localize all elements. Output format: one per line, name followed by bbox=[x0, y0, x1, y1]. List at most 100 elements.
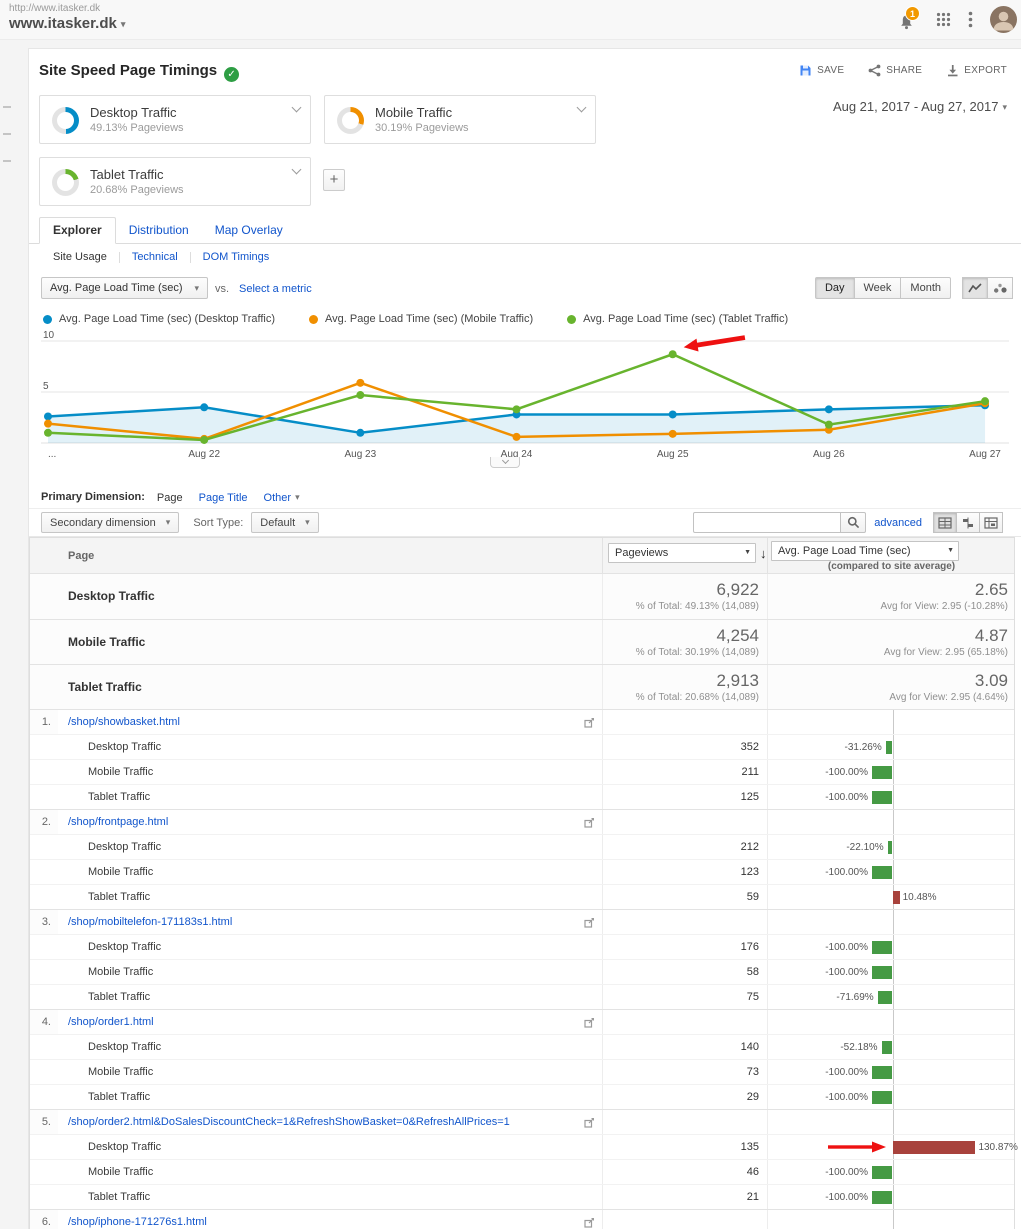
metric-column-selector[interactable]: Avg. Page Load Time (sec) ▼ bbox=[771, 541, 959, 561]
comparison-cell: -100.00% bbox=[767, 1160, 1016, 1184]
granularity-month[interactable]: Month bbox=[900, 277, 951, 299]
sidebar-mini-item[interactable] bbox=[3, 106, 11, 108]
primary-dimension-page[interactable]: Page bbox=[157, 492, 183, 504]
open-in-new-icon[interactable] bbox=[584, 717, 595, 728]
segment-name: Desktop Traffic bbox=[88, 741, 162, 753]
timeseries-chart[interactable]: 5 10... Aug 22 Aug 23 Aug 24 Aug 25 Aug 26 Aug … bbox=[35, 329, 1015, 471]
segment-row: Tablet Traffic 29 -100.00% bbox=[30, 1084, 1014, 1109]
share-button[interactable]: SHARE bbox=[868, 64, 922, 77]
comparison-cell: -100.00% bbox=[767, 760, 1016, 784]
svg-text:Aug 26: Aug 26 bbox=[813, 449, 845, 460]
tab-distribution[interactable]: Distribution bbox=[128, 223, 189, 237]
page-link[interactable]: /shop/frontpage.html bbox=[68, 816, 169, 828]
table-search-input[interactable] bbox=[693, 512, 842, 533]
legend-dot bbox=[43, 314, 52, 324]
chevron-down-icon[interactable] bbox=[291, 164, 302, 175]
line-chart-view-button[interactable] bbox=[962, 277, 988, 299]
advanced-search-link[interactable]: advanced bbox=[874, 516, 922, 529]
pageviews-value: 211 bbox=[602, 760, 767, 784]
sidebar-mini-item[interactable] bbox=[3, 133, 11, 135]
comparison-axis bbox=[893, 1160, 894, 1184]
segment-name: Desktop Traffic bbox=[88, 841, 162, 853]
select-metric-link[interactable]: Select a metric bbox=[239, 283, 312, 295]
data-table-view-button[interactable] bbox=[933, 512, 957, 533]
granularity-week[interactable]: Week bbox=[853, 277, 902, 299]
open-in-new-icon[interactable] bbox=[584, 1217, 595, 1228]
pageviews-column-selector[interactable]: Pageviews ▼ bbox=[608, 543, 756, 563]
segment-row: Tablet Traffic 59 10.48% bbox=[30, 884, 1014, 909]
comparison-cell: 10.48% bbox=[767, 885, 1016, 909]
segment-donut-chart bbox=[52, 169, 79, 196]
sidebar-mini-item[interactable] bbox=[3, 160, 11, 162]
table-icon bbox=[938, 516, 952, 529]
page-link[interactable]: /shop/order2.html&DoSalesDiscountCheck=1… bbox=[68, 1116, 510, 1128]
segment-row: Desktop Traffic 176 -100.00% bbox=[30, 934, 1014, 959]
subtab-technical[interactable]: Technical bbox=[120, 251, 191, 263]
segment-row: Desktop Traffic 140 -52.18% bbox=[30, 1034, 1014, 1059]
segment-card-tablet-traffic[interactable]: Tablet Traffic 20.68% Pageviews bbox=[39, 157, 311, 206]
add-segment-button[interactable]: + bbox=[323, 169, 345, 191]
summary-segment-name: Desktop Traffic bbox=[68, 589, 155, 603]
metric-selector[interactable]: Avg. Page Load Time (sec) ▾ bbox=[41, 277, 209, 299]
top-bar: http://www.itasker.dk www.itasker.dk ▾ 1 bbox=[0, 0, 1021, 40]
account-selector[interactable]: www.itasker.dk ▾ bbox=[9, 15, 125, 32]
comparison-value: 130.87% bbox=[978, 1142, 1018, 1153]
user-avatar[interactable] bbox=[990, 6, 1017, 33]
segment-name: Mobile Traffic bbox=[88, 766, 154, 778]
tab-map-overlay[interactable]: Map Overlay bbox=[214, 223, 283, 237]
pivot-view-button[interactable] bbox=[979, 512, 1003, 533]
chevron-down-icon[interactable] bbox=[576, 102, 587, 113]
pageviews-note: % of Total: 20.68% (14,089) bbox=[635, 692, 759, 703]
page-link[interactable]: /shop/showbasket.html bbox=[68, 716, 180, 728]
primary-dimension-other[interactable]: Other ▾ bbox=[264, 492, 300, 504]
timeline-collapse-handle[interactable] bbox=[490, 456, 520, 468]
segment-name: Desktop Traffic bbox=[88, 941, 162, 953]
segment-donut-chart bbox=[337, 107, 364, 134]
segment-name: Desktop Traffic bbox=[90, 105, 177, 120]
segment-card-desktop-traffic[interactable]: Desktop Traffic 49.13% Pageviews bbox=[39, 95, 311, 144]
apps-grid-icon[interactable] bbox=[936, 12, 951, 27]
segment-name: Mobile Traffic bbox=[88, 966, 154, 978]
secondary-dimension-button[interactable]: Secondary dimension ▾ bbox=[41, 512, 180, 533]
open-in-new-icon[interactable] bbox=[584, 1117, 595, 1128]
overflow-menu-icon[interactable] bbox=[968, 11, 973, 28]
tab-explorer[interactable]: Explorer bbox=[39, 217, 116, 244]
comparison-cell bbox=[767, 1010, 1016, 1034]
chevron-down-icon[interactable] bbox=[291, 102, 302, 113]
motion-chart-view-button[interactable] bbox=[987, 277, 1013, 299]
segment-name: Mobile Traffic bbox=[88, 1166, 154, 1178]
comparison-view-button[interactable] bbox=[956, 512, 980, 533]
property-url: http://www.itasker.dk bbox=[9, 3, 101, 14]
page-link[interactable]: /shop/mobiltelefon-171183s1.html bbox=[68, 916, 233, 928]
open-in-new-icon[interactable] bbox=[584, 917, 595, 928]
page-title: Site Speed Page Timings ✓ bbox=[39, 62, 240, 82]
primary-dimension-page-title[interactable]: Page Title bbox=[199, 492, 248, 504]
svg-text:Aug 22: Aug 22 bbox=[188, 449, 220, 460]
row-index: 5. bbox=[30, 1110, 58, 1134]
subtab-site-usage[interactable]: Site Usage bbox=[41, 251, 120, 263]
page-link[interactable]: /shop/order1.html bbox=[68, 1016, 154, 1028]
segment-row: Tablet Traffic 75 -71.69% bbox=[30, 984, 1014, 1009]
chart-legend: Avg. Page Load Time (sec) (Desktop Traff… bbox=[29, 311, 1021, 327]
pageviews-cell bbox=[602, 910, 767, 934]
granularity-day[interactable]: Day bbox=[814, 277, 855, 299]
comparison-bar bbox=[872, 766, 892, 779]
sort-direction-icon[interactable]: ↓ bbox=[760, 546, 767, 561]
date-range-selector[interactable]: Aug 21, 2017 - Aug 27, 2017 ▾ bbox=[833, 99, 1007, 114]
page-link[interactable]: /shop/iphone-171276s1.html bbox=[68, 1216, 207, 1228]
save-button[interactable]: SAVE bbox=[799, 64, 844, 77]
export-button[interactable]: EXPORT bbox=[946, 64, 1007, 77]
comparison-value: -31.26% bbox=[844, 742, 882, 753]
summary-segment-name: Tablet Traffic bbox=[68, 680, 142, 694]
open-in-new-icon[interactable] bbox=[584, 817, 595, 828]
chart-type-switch bbox=[962, 277, 1013, 299]
pageviews-value: 59 bbox=[602, 885, 767, 909]
notifications-button[interactable]: 1 bbox=[897, 5, 920, 32]
table-search-button[interactable] bbox=[840, 512, 867, 533]
sort-type-button[interactable]: Default ▾ bbox=[251, 512, 319, 533]
subtab-dom-timings[interactable]: DOM Timings bbox=[202, 250, 270, 263]
comparison-value: 10.48% bbox=[902, 892, 937, 903]
open-in-new-icon[interactable] bbox=[584, 1017, 595, 1028]
segment-card-mobile-traffic[interactable]: Mobile Traffic 30.19% Pageviews bbox=[324, 95, 596, 144]
table-toolbar: Secondary dimension ▾ Sort Type: Default… bbox=[29, 509, 1021, 537]
